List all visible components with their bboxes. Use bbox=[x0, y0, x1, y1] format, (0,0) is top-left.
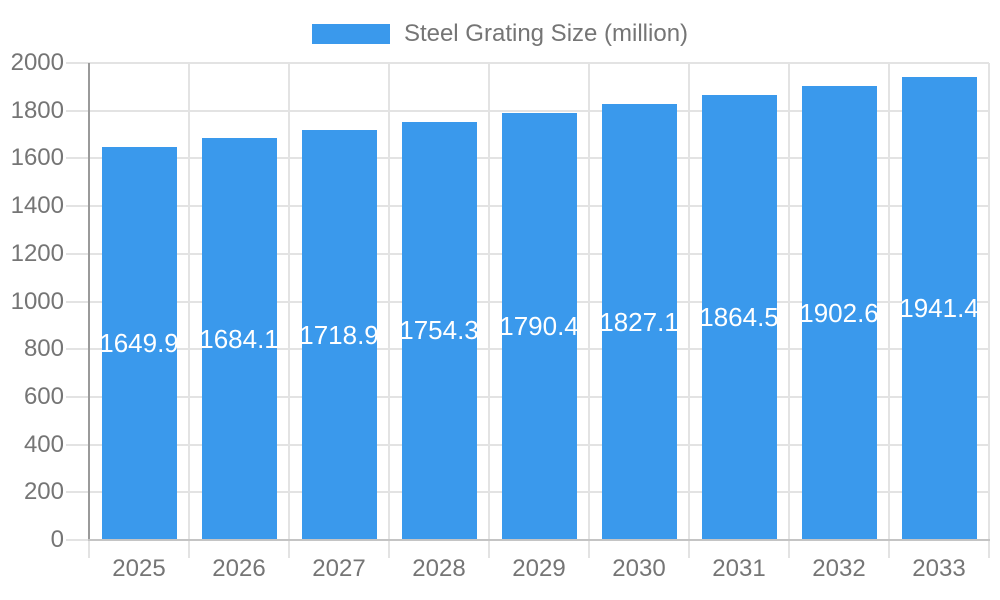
y-axis-label: 0 bbox=[50, 526, 64, 553]
y-axis-label: 2000 bbox=[10, 49, 64, 76]
x-axis-label: 2027 bbox=[312, 555, 366, 582]
x-axis-line bbox=[88, 539, 990, 541]
x-tick bbox=[588, 540, 590, 558]
x-tick bbox=[188, 540, 190, 558]
gridline-v bbox=[788, 63, 790, 540]
x-tick bbox=[888, 540, 890, 558]
x-axis-label: 2026 bbox=[212, 555, 266, 582]
y-axis-label: 200 bbox=[23, 478, 64, 506]
x-tick bbox=[88, 540, 90, 558]
x-axis-label: 2025 bbox=[112, 555, 166, 582]
gridline-v bbox=[388, 63, 390, 540]
bar-value-label: 1718.9 bbox=[299, 319, 379, 350]
x-axis-label: 2031 bbox=[712, 555, 766, 582]
y-tick bbox=[66, 252, 89, 255]
x-tick bbox=[688, 540, 690, 558]
y-tick bbox=[66, 205, 89, 208]
bar: 1827.1 bbox=[599, 104, 679, 540]
y-axis-line bbox=[88, 63, 90, 540]
bar: 1649.9 bbox=[99, 146, 179, 540]
bar: 1941.4 bbox=[899, 76, 979, 540]
y-axis-label: 400 bbox=[23, 430, 64, 458]
x-tick bbox=[488, 540, 490, 558]
y-axis-label: 1000 bbox=[10, 287, 64, 315]
legend-swatch-icon bbox=[311, 24, 390, 44]
y-tick bbox=[66, 109, 89, 112]
bar-value-label: 1790.4 bbox=[499, 311, 579, 341]
y-axis-label: 1800 bbox=[10, 96, 64, 124]
x-tick bbox=[288, 540, 290, 558]
y-axis-label: 600 bbox=[23, 382, 64, 410]
gridline-v bbox=[188, 63, 190, 540]
y-tick bbox=[66, 539, 89, 541]
gridline-h bbox=[89, 109, 989, 112]
y-tick bbox=[66, 395, 89, 398]
gridline-v bbox=[488, 63, 490, 540]
bar: 1864.5 bbox=[699, 95, 779, 540]
gridline-v bbox=[688, 63, 690, 540]
x-axis-label: 2032 bbox=[812, 555, 866, 582]
gridline-v bbox=[288, 63, 290, 540]
bar-value-label: 1649.9 bbox=[99, 327, 179, 358]
y-axis-label: 1600 bbox=[10, 144, 64, 172]
x-axis-label: 2033 bbox=[912, 555, 966, 582]
y-axis-labels: 0 200 400 600 800 1000 1200 1400 1600 1800 2000 bbox=[0, 49, 64, 553]
bar: 1754.3 bbox=[399, 121, 479, 540]
y-tick bbox=[66, 157, 89, 160]
x-axis-label: 2028 bbox=[412, 555, 466, 582]
bar-value-label: 1941.4 bbox=[899, 292, 979, 323]
y-tick bbox=[66, 62, 89, 64]
y-tick bbox=[66, 491, 89, 494]
bar-value-label: 1864.5 bbox=[699, 302, 779, 333]
gridline-v bbox=[888, 63, 890, 540]
x-axis-label: 2030 bbox=[612, 555, 666, 582]
plot-area: 1649.9 1684.1 1718.9 1754.3 1790.4 1827.1 1864… bbox=[66, 62, 990, 558]
bar: 1902.6 bbox=[799, 86, 879, 540]
x-axis-label: 2029 bbox=[512, 555, 566, 582]
x-tick bbox=[388, 540, 390, 558]
bar-value-label: 1684.1 bbox=[199, 323, 279, 354]
y-axis-label: 800 bbox=[23, 335, 64, 363]
x-tick bbox=[788, 540, 790, 558]
bar: 1684.1 bbox=[199, 138, 279, 540]
bar-value-label: 1827.1 bbox=[599, 306, 679, 337]
legend-label: Steel Grating Size (million) bbox=[403, 20, 689, 47]
bar: 1790.4 bbox=[499, 113, 579, 540]
bar-value-label: 1754.3 bbox=[399, 315, 479, 346]
legend-item[interactable]: Steel Grating Size (million) bbox=[311, 20, 689, 48]
x-axis-labels: 2025 2026 2027 2028 2029 2030 2031 2032 2033 bbox=[89, 554, 989, 584]
gridline-v bbox=[588, 63, 590, 540]
bar: 1718.9 bbox=[299, 130, 379, 540]
x-tick bbox=[988, 540, 990, 558]
gridline-h bbox=[89, 62, 989, 64]
y-tick bbox=[66, 300, 89, 303]
bar-value-label: 1902.6 bbox=[799, 297, 879, 328]
y-tick bbox=[66, 443, 89, 446]
y-axis-label: 1200 bbox=[10, 239, 64, 267]
gridline-v bbox=[988, 63, 990, 540]
legend: Steel Grating Size (million) bbox=[0, 20, 1000, 48]
y-tick bbox=[66, 348, 89, 351]
y-axis-label: 1400 bbox=[10, 192, 64, 220]
